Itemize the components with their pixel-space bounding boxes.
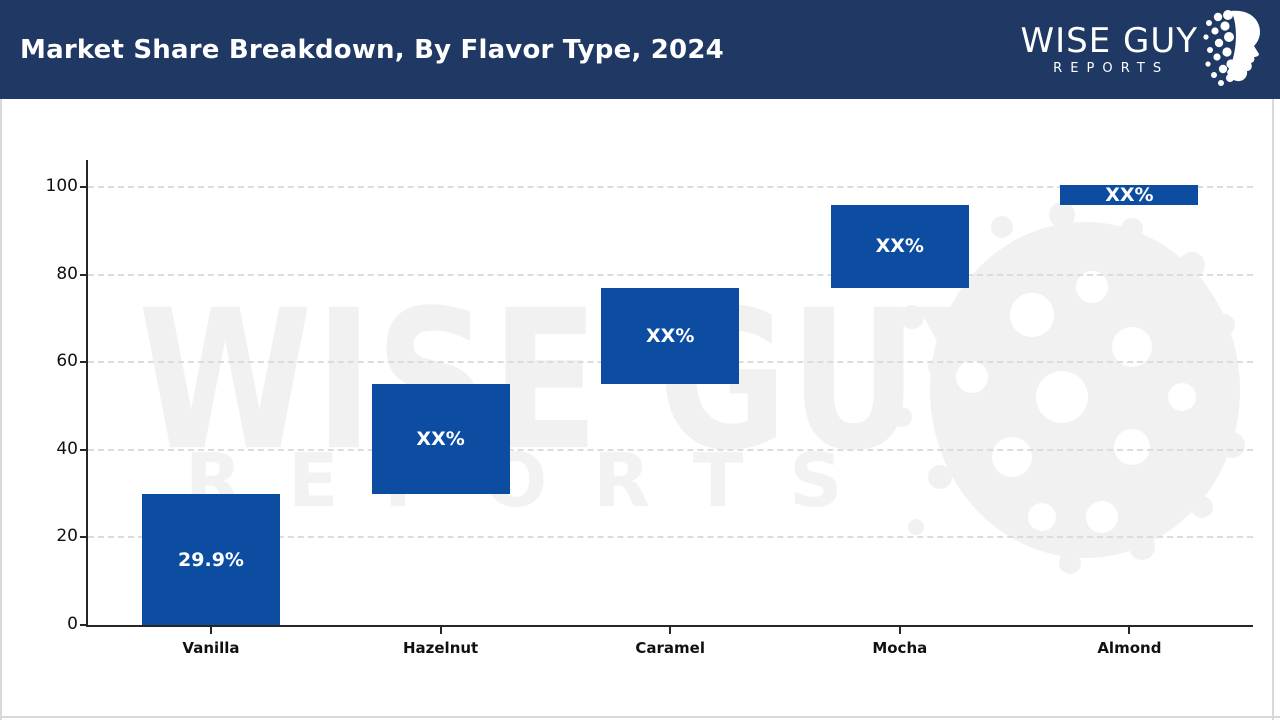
x-category-label-vanilla: Vanilla	[182, 639, 240, 657]
bar-value-label-caramel: XX%	[646, 324, 695, 347]
bar-value-label-mocha: XX%	[875, 235, 924, 258]
bar-value-label-vanilla: 29.9%	[178, 548, 244, 571]
y-tick-label-40: 40	[56, 438, 78, 459]
wiseguy-logo: WISE GUY REPORTS	[1020, 9, 1266, 91]
x-tick-hazelnut	[439, 627, 442, 634]
y-tick-20	[80, 536, 88, 539]
gridline-80	[88, 273, 1253, 276]
logo-name: WISE GUY	[1020, 21, 1198, 61]
y-tick-label-60: 60	[56, 351, 78, 372]
right-border	[1272, 99, 1274, 720]
x-tick-mocha	[898, 627, 901, 634]
gridline-100	[88, 186, 1253, 188]
logo-subtitle: REPORTS	[1053, 61, 1170, 76]
y-tick-60	[80, 361, 88, 364]
bottom-border	[0, 716, 1280, 718]
y-axis-line	[86, 160, 88, 627]
bar-value-label-hazelnut: XX%	[416, 427, 465, 450]
y-tick-100	[80, 186, 88, 188]
x-category-label-almond: Almond	[1097, 639, 1162, 657]
y-tick-label-0: 0	[67, 614, 78, 634]
y-tick-80	[80, 273, 88, 276]
bar-value-label-almond: XX%	[1105, 183, 1154, 206]
y-tick-40	[80, 448, 88, 451]
bar-almond: XX%	[1060, 183, 1199, 206]
x-category-label-caramel: Caramel	[635, 639, 705, 657]
gridline-20	[88, 536, 1253, 539]
bar-mocha: XX%	[830, 204, 969, 289]
bar-vanilla: 29.9%	[142, 494, 280, 625]
x-tick-almond	[1128, 627, 1131, 634]
y-tick-label-80: 80	[56, 263, 78, 284]
y-tick-label-100: 100	[45, 176, 78, 196]
x-tick-caramel	[669, 627, 672, 634]
header-bar: Market Share Breakdown, By Flavor Type, …	[0, 0, 1280, 99]
y-tick-label-20: 20	[56, 526, 78, 547]
x-category-label-mocha: Mocha	[872, 639, 928, 657]
x-category-label-hazelnut: Hazelnut	[402, 639, 479, 657]
page-title: Market Share Breakdown, By Flavor Type, …	[20, 34, 724, 65]
logo-head-icon	[1203, 9, 1260, 86]
left-border	[0, 99, 2, 720]
bar-caramel: XX%	[601, 288, 740, 384]
x-axis-line	[86, 625, 1253, 627]
bar-hazelnut: XX%	[371, 383, 510, 495]
y-tick-0	[80, 624, 88, 626]
gridline-40	[88, 448, 1253, 451]
x-tick-vanilla	[210, 627, 212, 634]
